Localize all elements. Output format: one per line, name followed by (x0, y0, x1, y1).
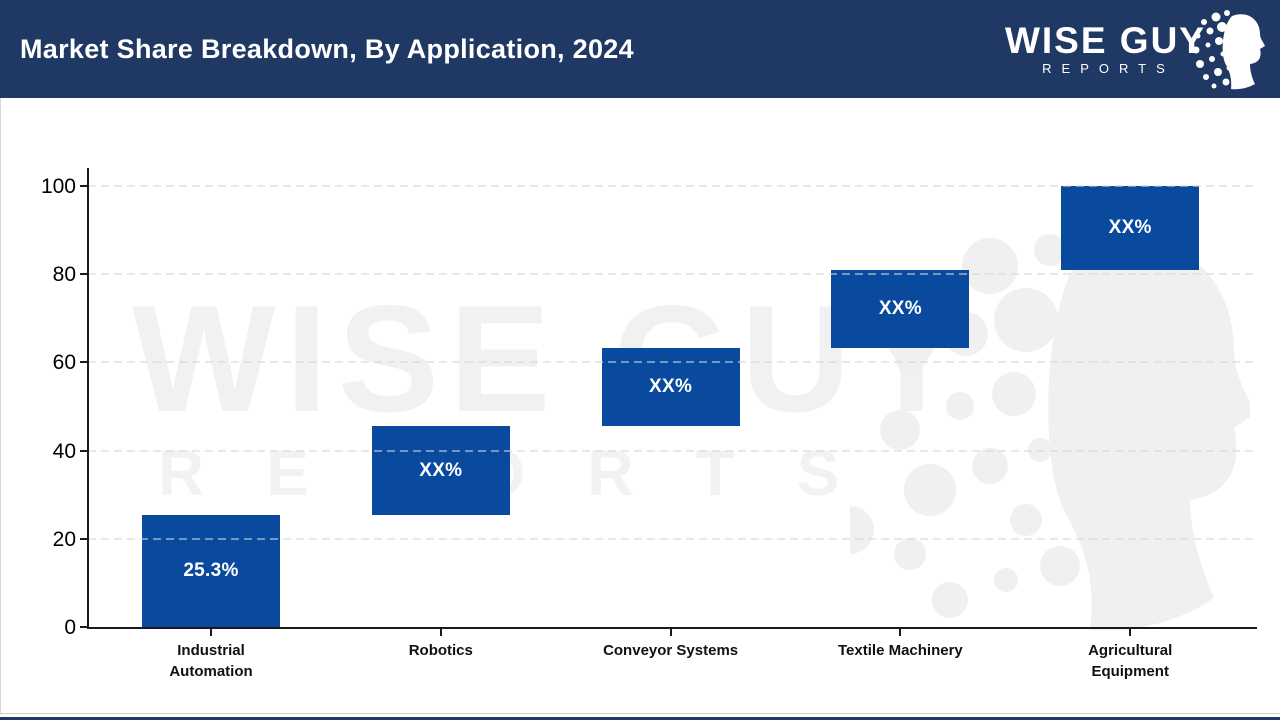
watermark-text-line1: WISE GUY (132, 274, 973, 444)
left-edge-border (0, 98, 1, 714)
header-bar: Market Share Breakdown, By Application, … (0, 0, 1280, 98)
wise-guy-reports-logo: WISE GUY REPORTS (1005, 8, 1266, 90)
bar-value-label: XX% (649, 376, 693, 398)
logo-subtitle: REPORTS (1042, 61, 1175, 77)
bar-conveyor-systems[interactable] (601, 347, 740, 427)
bar-value-label: XX% (878, 297, 922, 319)
footer-hairline (0, 713, 1280, 714)
logo-face-icon (1192, 10, 1265, 90)
footer-bar (0, 717, 1280, 720)
bar-industrial-automation[interactable] (142, 515, 280, 627)
bar-value-label: 25.3% (183, 560, 239, 582)
bar-agricultural-equipment[interactable] (1061, 186, 1200, 270)
bar-value-label: XX% (1108, 216, 1152, 238)
watermark-head-icon (850, 234, 1250, 630)
logo-wordmark: WISE GUY (1004, 19, 1206, 61)
bar-value-label: XX% (419, 459, 463, 481)
bar-robotics[interactable] (371, 426, 510, 516)
bar-textile-machinery[interactable] (831, 269, 970, 348)
page-title: Market Share Breakdown, By Application, … (20, 34, 634, 64)
logo-text: WISE GUY REPORTS (1004, 19, 1206, 77)
